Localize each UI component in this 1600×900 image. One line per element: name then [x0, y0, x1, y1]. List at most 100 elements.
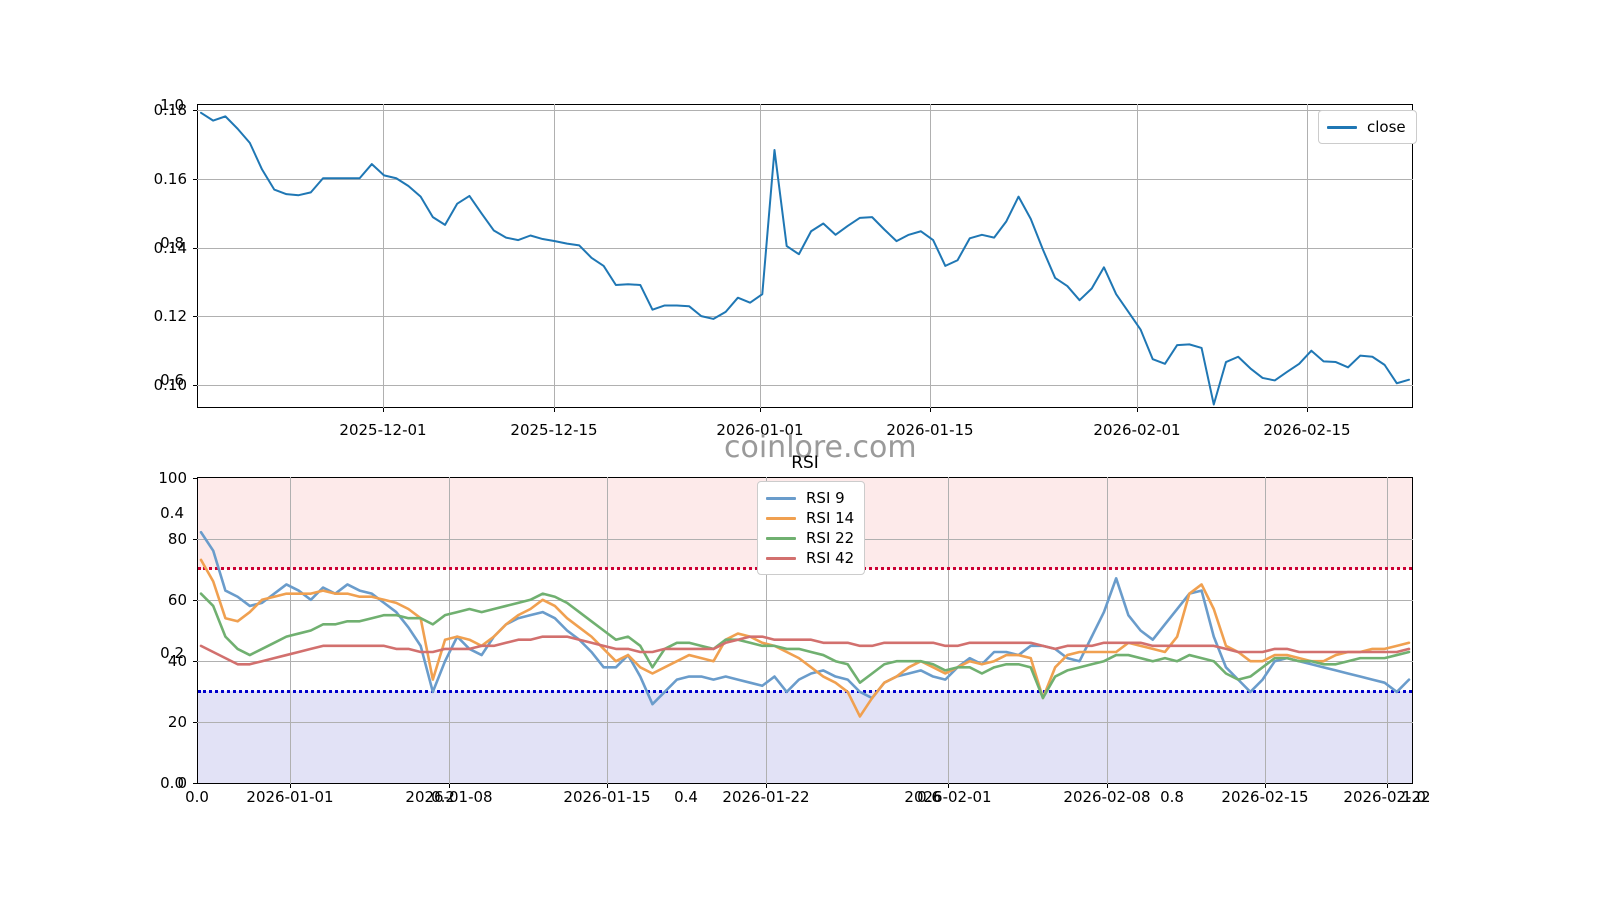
rsi-ytick-label: 40	[167, 652, 187, 670]
price-xtick-label: 2026-01-01	[716, 421, 804, 439]
rsi-xtick-mark	[1107, 784, 1108, 788]
price-ytick-label: 0.16	[153, 170, 187, 188]
price-gridline-v	[383, 104, 384, 408]
rsi-xtick-mark	[948, 784, 949, 788]
rsi-oversold-line	[198, 690, 1412, 693]
price-xtick-label: 2025-12-15	[510, 421, 598, 439]
rsi-gridline-v	[766, 477, 767, 784]
price-ytick-mark	[193, 316, 197, 317]
rsi-overlay-xtick-label: 0.4	[674, 788, 698, 806]
price-gridline-h	[197, 248, 1413, 249]
price-xtick-label: 2026-01-15	[886, 421, 974, 439]
rsi-legend[interactable]: RSI 9 RSI 14 RSI 22 RSI 42	[757, 481, 866, 575]
rsi-oversold-zone	[198, 691, 1412, 783]
rsi-xtick-mark	[1387, 784, 1388, 788]
rsi-line-chart	[199, 530, 1411, 718]
price-gridline-v	[554, 104, 555, 408]
rsi-xtick-mark	[1265, 784, 1266, 788]
rsi-gridline-v	[948, 477, 949, 784]
rsi-overlay-ytick-label: 0.0	[160, 774, 184, 792]
legend-label: RSI 9	[806, 489, 845, 507]
price-xtick-label: 2025-12-01	[339, 421, 427, 439]
series-line-close	[200, 111, 1410, 406]
rsi-overlay-ytick-label: 0.2	[160, 644, 184, 662]
price-gridline-v	[1137, 104, 1138, 408]
legend-label: RSI 42	[806, 549, 855, 567]
price-ytick-mark	[193, 179, 197, 180]
rsi-legend-item[interactable]: RSI 42	[766, 548, 854, 568]
legend-color-swatch	[1327, 125, 1357, 129]
rsi-overlay-xtick-label: 0.0	[185, 788, 209, 806]
legend-label: RSI 14	[806, 509, 855, 527]
rsi-overlay-ytick-label: 0.4	[160, 504, 184, 522]
rsi-legend-item[interactable]: RSI 9	[766, 488, 854, 508]
rsi-xtick-mark	[449, 784, 450, 788]
rsi-ytick-mark	[193, 661, 197, 662]
rsi-ytick-label: 80	[167, 530, 187, 548]
price-xtick-mark	[930, 408, 931, 412]
price-gridline-v	[1307, 104, 1308, 408]
watermark: coinlore.com	[724, 430, 917, 465]
price-xtick-mark	[554, 408, 555, 412]
rsi-legend-item[interactable]: RSI 14	[766, 508, 854, 528]
price-gridline-h	[197, 316, 1413, 317]
rsi-gridline-h	[197, 722, 1413, 723]
price-xtick-label: 2026-02-15	[1263, 421, 1351, 439]
rsi-xtick-label: 2026-01-22	[722, 788, 810, 806]
rsi-gridline-v	[607, 477, 608, 784]
price-ytick-label: 0.12	[153, 307, 187, 325]
rsi-xtick-label: 2026-02-01	[904, 788, 992, 806]
price-xtick-mark	[1137, 408, 1138, 412]
price-legend-item[interactable]: close	[1327, 117, 1406, 137]
price-legend[interactable]: close	[1318, 110, 1417, 144]
rsi-xtick-mark	[766, 784, 767, 788]
rsi-gridline-v	[1265, 477, 1266, 784]
price-gridline-h	[197, 385, 1413, 386]
rsi-legend-item[interactable]: RSI 22	[766, 528, 854, 548]
rsi-ytick-mark	[193, 478, 197, 479]
rsi-ytick-label: 20	[167, 713, 187, 731]
series-line-rsi-14	[199, 558, 1411, 718]
price-line-chart	[200, 111, 1410, 406]
rsi-ytick-mark	[193, 783, 197, 784]
price-overlay-ytick-label: 1.0	[160, 96, 184, 114]
price-xtick-mark	[1307, 408, 1308, 412]
rsi-overlay-xtick-label: 0.8	[1160, 788, 1184, 806]
price-gridline-v	[930, 104, 931, 408]
rsi-xtick-label: 2026-01-01	[246, 788, 334, 806]
legend-color-swatch	[766, 536, 796, 540]
price-gridline-h	[197, 179, 1413, 180]
rsi-ytick-label: 60	[167, 591, 187, 609]
price-gridline-h	[197, 110, 1413, 111]
price-gridline-v	[760, 104, 761, 408]
rsi-xtick-label: 2026-02-15	[1221, 788, 1309, 806]
rsi-xtick-mark	[607, 784, 608, 788]
rsi-ytick-mark	[193, 539, 197, 540]
rsi-overlay-xtick-label: 1.0	[1402, 788, 1426, 806]
price-panel-frame	[197, 104, 1413, 408]
rsi-xtick-label: 2026-02-08	[1063, 788, 1151, 806]
rsi-gridline-h	[197, 600, 1413, 601]
price-xtick-label: 2026-02-01	[1093, 421, 1181, 439]
rsi-xtick-label: 2026-01-15	[563, 788, 651, 806]
price-xtick-mark	[383, 408, 384, 412]
price-ytick-label: 0.10	[153, 376, 187, 394]
legend-color-swatch	[766, 496, 796, 500]
legend-label: close	[1367, 118, 1406, 136]
rsi-gridline-v	[1387, 477, 1388, 784]
rsi-xtick-label: 2026-02-22	[1343, 788, 1431, 806]
rsi-ytick-mark	[193, 600, 197, 601]
rsi-gridline-v	[1107, 477, 1108, 784]
legend-color-swatch	[766, 516, 796, 520]
rsi-gridline-v	[449, 477, 450, 784]
price-overlay-ytick-label: 0.6	[160, 371, 184, 389]
rsi-gridline-v	[290, 477, 291, 784]
price-overlay-ytick-label: 0.8	[160, 234, 184, 252]
price-xtick-mark	[760, 408, 761, 412]
rsi-ytick-label: 100	[158, 469, 187, 487]
price-ytick-label: 0.18	[153, 101, 187, 119]
price-ytick-mark	[193, 248, 197, 249]
rsi-ytick-label: 0	[177, 774, 187, 792]
rsi-xtick-mark	[290, 784, 291, 788]
